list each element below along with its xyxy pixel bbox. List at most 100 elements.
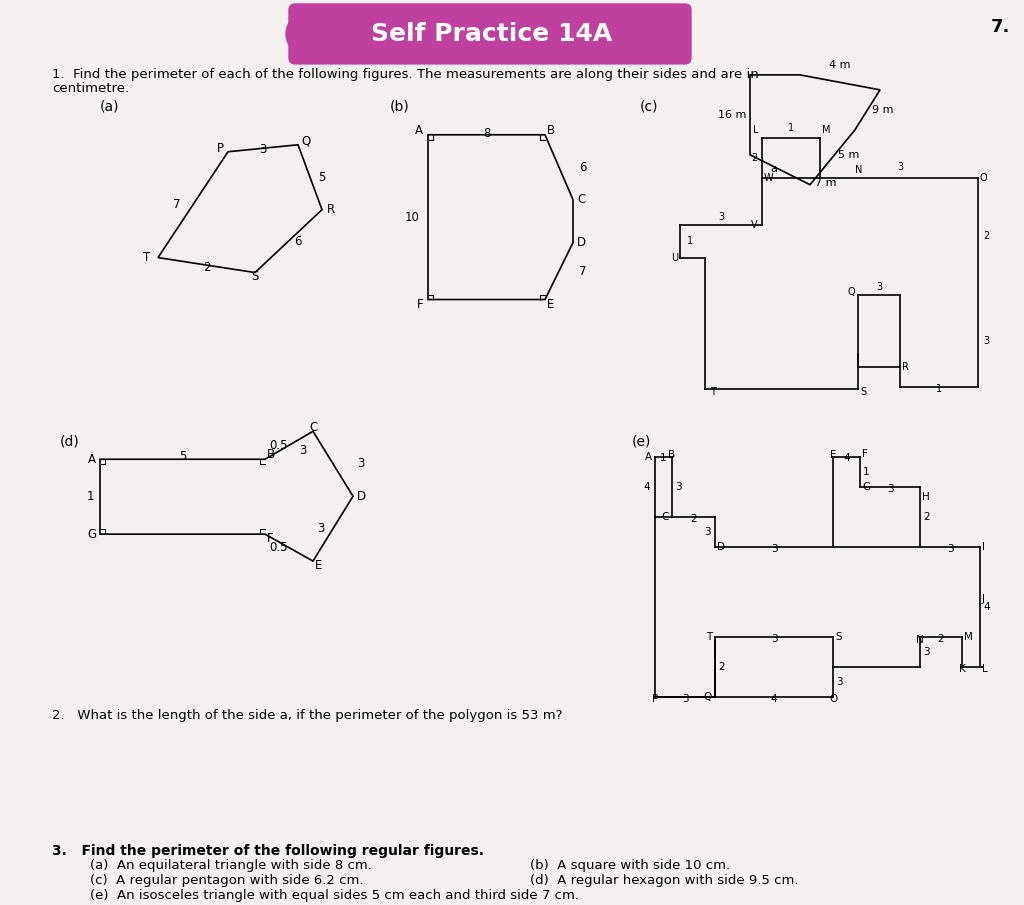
Text: Q: Q bbox=[848, 287, 855, 297]
Text: centimetre.: centimetre. bbox=[52, 81, 129, 95]
Text: 3: 3 bbox=[923, 647, 930, 657]
Text: S: S bbox=[251, 270, 259, 282]
Text: 6: 6 bbox=[579, 161, 587, 174]
Text: 1: 1 bbox=[863, 467, 869, 477]
Text: (b)  A square with side 10 cm.: (b) A square with side 10 cm. bbox=[530, 859, 730, 872]
Text: a: a bbox=[770, 164, 777, 174]
Text: 7 m: 7 m bbox=[815, 177, 837, 187]
Text: G: G bbox=[862, 482, 870, 492]
Text: F: F bbox=[267, 532, 273, 545]
Text: 4: 4 bbox=[983, 602, 989, 612]
Text: N: N bbox=[916, 635, 924, 645]
Text: 4: 4 bbox=[843, 453, 850, 463]
Text: T: T bbox=[142, 251, 150, 264]
Text: (b): (b) bbox=[390, 100, 410, 114]
Text: Q: Q bbox=[301, 135, 310, 148]
Text: 2: 2 bbox=[718, 662, 725, 672]
Text: 2: 2 bbox=[938, 634, 944, 644]
Text: 5 m: 5 m bbox=[838, 150, 859, 160]
Text: (e): (e) bbox=[632, 434, 651, 448]
Text: J: J bbox=[982, 594, 985, 604]
Text: S: S bbox=[835, 632, 842, 642]
Text: 4: 4 bbox=[771, 694, 777, 704]
Text: K: K bbox=[958, 664, 966, 674]
Text: 5: 5 bbox=[318, 171, 326, 184]
Text: C: C bbox=[662, 512, 669, 522]
Text: W: W bbox=[764, 173, 773, 183]
Text: 3: 3 bbox=[771, 544, 777, 554]
Text: 7: 7 bbox=[579, 264, 587, 278]
Text: 0.5: 0.5 bbox=[269, 541, 288, 554]
Text: 16 m: 16 m bbox=[718, 110, 746, 119]
Text: H: H bbox=[922, 492, 930, 502]
Text: 3: 3 bbox=[946, 544, 953, 554]
Text: R: R bbox=[327, 203, 335, 216]
Text: Self Practice 14A: Self Practice 14A bbox=[372, 22, 612, 46]
Text: 8: 8 bbox=[482, 127, 490, 139]
FancyBboxPatch shape bbox=[289, 4, 691, 64]
Text: 3: 3 bbox=[357, 457, 365, 471]
Text: 0.5: 0.5 bbox=[269, 439, 288, 452]
Text: L: L bbox=[982, 664, 988, 674]
Text: 5: 5 bbox=[179, 451, 186, 463]
Text: 4 m: 4 m bbox=[829, 60, 851, 70]
Text: (a)  An equilateral triangle with side 8 cm.: (a) An equilateral triangle with side 8 … bbox=[90, 859, 372, 872]
Text: B: B bbox=[669, 451, 676, 461]
Text: E: E bbox=[315, 559, 323, 572]
Text: 1: 1 bbox=[660, 453, 667, 463]
Text: 7.: 7. bbox=[990, 18, 1010, 36]
Text: 1.  Find the perimeter of each of the following figures. The measurements are al: 1. Find the perimeter of each of the fol… bbox=[52, 68, 759, 81]
Text: 3: 3 bbox=[718, 212, 724, 222]
Text: A: A bbox=[415, 124, 423, 137]
Text: 1: 1 bbox=[687, 236, 693, 246]
Text: M: M bbox=[964, 632, 973, 642]
Text: F: F bbox=[862, 449, 868, 459]
Text: (e)  An isosceles triangle with equal sides 5 cm each and third side 7 cm.: (e) An isosceles triangle with equal sid… bbox=[90, 889, 579, 901]
Text: 2: 2 bbox=[690, 514, 696, 524]
Text: B: B bbox=[267, 448, 275, 462]
Text: 2: 2 bbox=[983, 231, 989, 241]
Text: 3: 3 bbox=[887, 484, 893, 494]
Text: 3: 3 bbox=[317, 522, 325, 535]
Text: (d)  A regular hexagon with side 9.5 cm.: (d) A regular hexagon with side 9.5 cm. bbox=[530, 873, 799, 887]
Text: (a): (a) bbox=[100, 100, 120, 114]
Text: 1: 1 bbox=[86, 491, 94, 503]
Text: O: O bbox=[828, 694, 838, 704]
Text: 2: 2 bbox=[751, 153, 757, 163]
Text: 9 m: 9 m bbox=[872, 105, 894, 115]
Text: O: O bbox=[980, 173, 987, 183]
Text: G: G bbox=[87, 528, 96, 540]
Text: T: T bbox=[710, 387, 716, 397]
Text: L: L bbox=[753, 125, 758, 135]
Circle shape bbox=[286, 12, 330, 56]
Text: F: F bbox=[418, 298, 424, 310]
Text: (c)  A regular pentagon with side 6.2 cm.: (c) A regular pentagon with side 6.2 cm. bbox=[90, 873, 364, 887]
Text: P: P bbox=[652, 694, 658, 704]
Text: T: T bbox=[706, 632, 712, 642]
Text: 2: 2 bbox=[923, 512, 930, 522]
Text: P: P bbox=[217, 142, 224, 155]
Text: (d): (d) bbox=[60, 434, 80, 448]
Text: U: U bbox=[671, 252, 678, 262]
Text: C: C bbox=[309, 422, 317, 434]
Text: 3: 3 bbox=[771, 634, 777, 644]
Text: A: A bbox=[645, 452, 652, 462]
Text: 2: 2 bbox=[203, 261, 210, 274]
Text: 10: 10 bbox=[406, 211, 420, 224]
Text: E: E bbox=[547, 298, 554, 310]
Text: V: V bbox=[752, 220, 758, 230]
Text: 2.   What is the length of the side a, if the perimeter of the polygon is 53 m?: 2. What is the length of the side a, if … bbox=[52, 709, 562, 722]
Text: 3: 3 bbox=[259, 143, 266, 157]
Text: A: A bbox=[88, 452, 96, 466]
Text: D: D bbox=[577, 236, 586, 249]
Text: 3: 3 bbox=[876, 281, 882, 291]
Text: B: B bbox=[547, 124, 555, 137]
Text: R: R bbox=[902, 362, 909, 373]
Text: I: I bbox=[982, 542, 985, 552]
Text: 4: 4 bbox=[643, 482, 650, 492]
Text: S: S bbox=[860, 387, 866, 397]
Text: M: M bbox=[822, 125, 830, 135]
Text: Q: Q bbox=[703, 692, 712, 702]
Text: D: D bbox=[717, 542, 725, 552]
Text: 3: 3 bbox=[682, 694, 688, 704]
